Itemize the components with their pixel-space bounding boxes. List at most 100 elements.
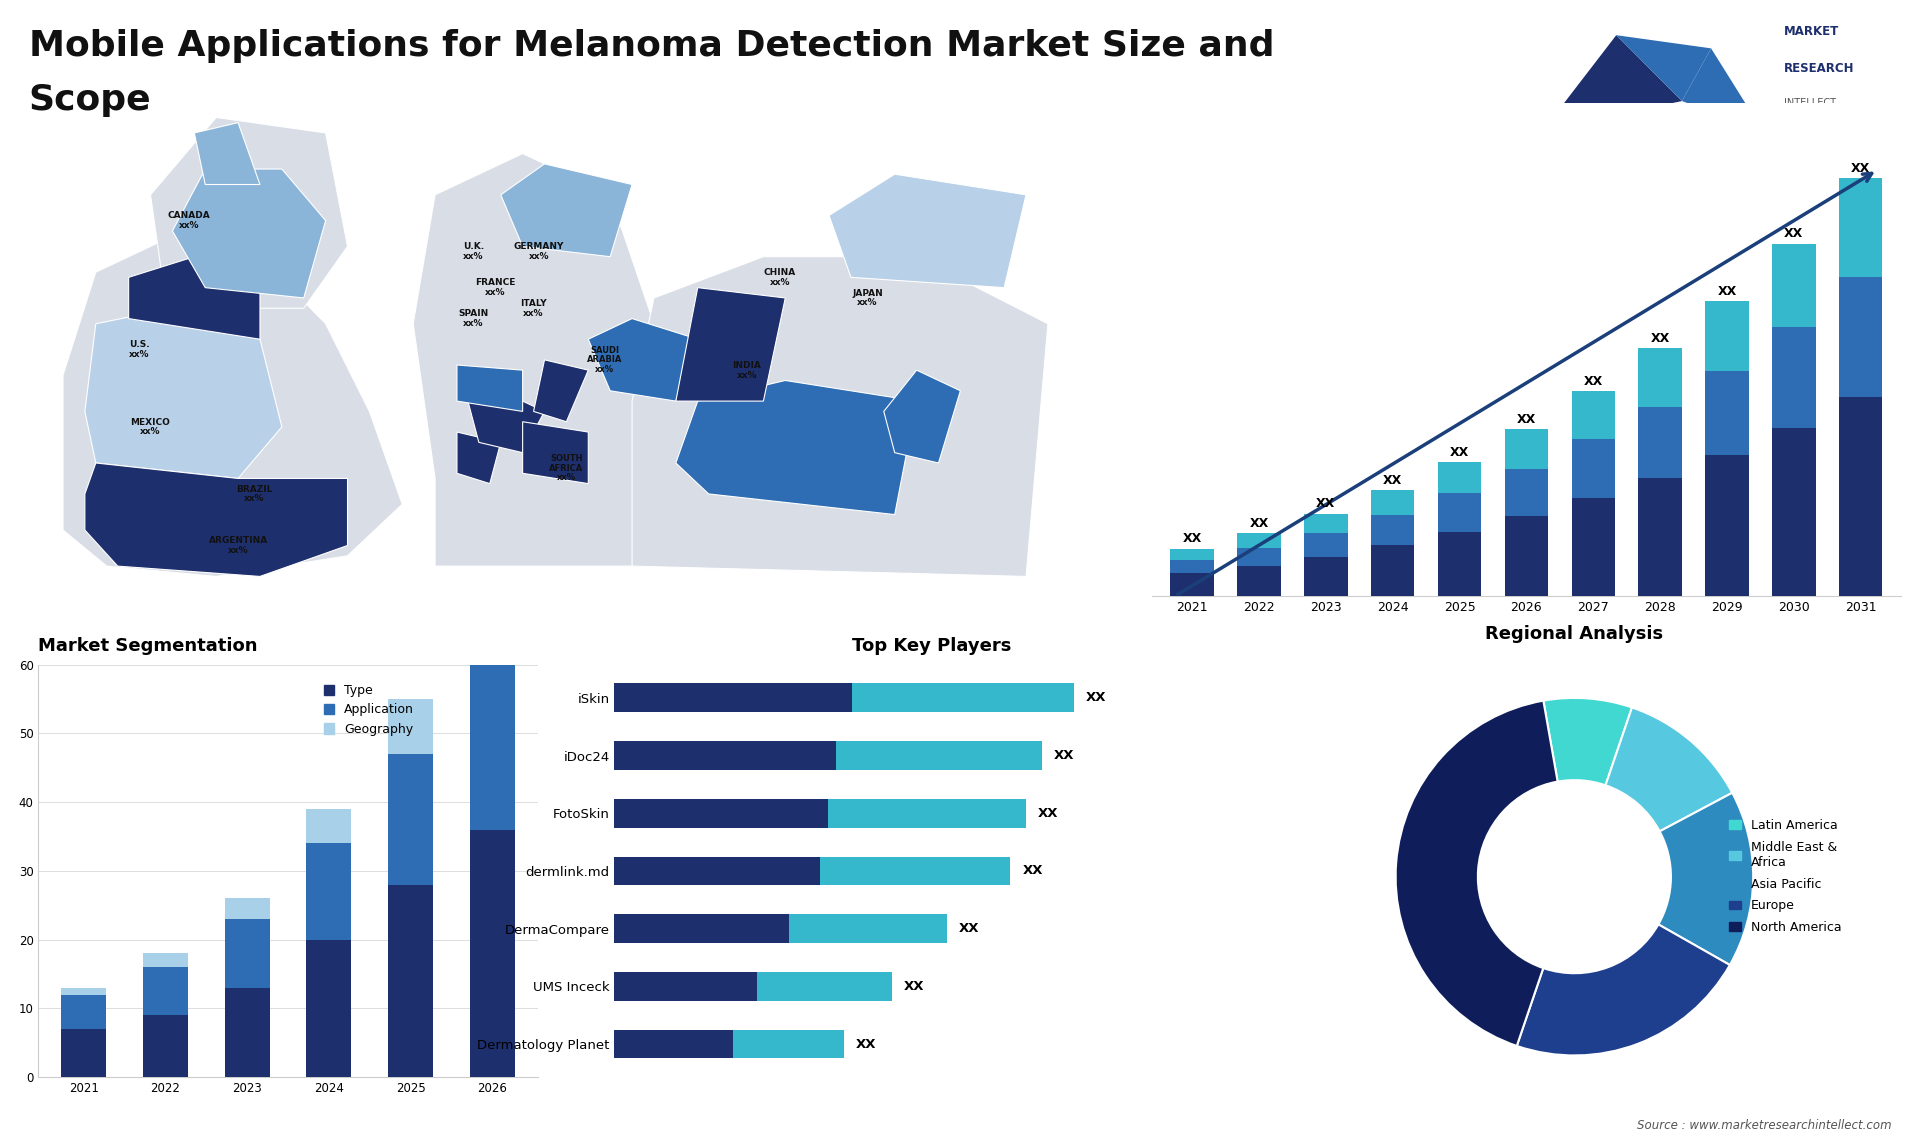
Bar	[61, 995, 106, 1029]
Bar	[142, 953, 188, 967]
Bar	[852, 683, 1073, 713]
Text: XX: XX	[1450, 446, 1469, 458]
Polygon shape	[173, 170, 326, 298]
Bar	[307, 940, 351, 1077]
Bar	[1772, 244, 1816, 327]
Bar	[733, 1029, 845, 1059]
Text: BRAZIL
xx%: BRAZIL xx%	[236, 485, 273, 503]
Text: XX: XX	[1584, 375, 1603, 387]
Wedge shape	[1396, 700, 1557, 1046]
Bar	[1638, 478, 1682, 596]
Bar	[1772, 327, 1816, 429]
Polygon shape	[676, 288, 785, 401]
Bar	[1236, 565, 1281, 596]
Bar	[1839, 397, 1882, 596]
Bar	[1236, 548, 1281, 565]
Text: JAPAN
xx%: JAPAN xx%	[852, 289, 883, 307]
Text: U.K.
xx%: U.K. xx%	[463, 242, 484, 261]
Bar	[388, 885, 434, 1077]
Polygon shape	[468, 391, 545, 453]
Bar	[470, 830, 515, 1077]
Bar	[1371, 545, 1415, 596]
Text: XX: XX	[856, 1037, 876, 1051]
Wedge shape	[1659, 793, 1753, 965]
Bar	[1638, 407, 1682, 478]
Text: CANADA
xx%: CANADA xx%	[167, 211, 209, 230]
Text: ARGENTINA
xx%: ARGENTINA xx%	[209, 536, 267, 555]
Polygon shape	[501, 164, 632, 257]
Polygon shape	[413, 154, 697, 566]
Legend: Type, Application, Geography: Type, Application, Geography	[319, 680, 419, 740]
Bar	[756, 972, 891, 1000]
Text: XX: XX	[904, 980, 924, 992]
Text: XX: XX	[1054, 749, 1075, 762]
Bar	[1572, 391, 1615, 439]
Title: Regional Analysis: Regional Analysis	[1486, 626, 1663, 643]
Text: XX: XX	[1517, 413, 1536, 426]
Bar	[1171, 549, 1213, 560]
Polygon shape	[1544, 36, 1682, 131]
Bar	[614, 915, 789, 943]
Bar	[1171, 573, 1213, 596]
Text: XX: XX	[1039, 807, 1058, 819]
Text: XX: XX	[1851, 162, 1870, 175]
Polygon shape	[676, 380, 916, 515]
Bar	[614, 856, 820, 886]
Bar	[61, 988, 106, 995]
Polygon shape	[588, 319, 697, 401]
Bar	[1304, 513, 1348, 533]
Bar	[61, 1029, 106, 1077]
Polygon shape	[457, 432, 501, 484]
Bar	[1304, 533, 1348, 557]
Polygon shape	[883, 370, 960, 463]
Bar	[1505, 430, 1548, 469]
Text: XX: XX	[1651, 332, 1670, 345]
Bar	[614, 741, 837, 770]
Text: ITALY
xx%: ITALY xx%	[520, 299, 547, 317]
Text: Scope: Scope	[29, 83, 152, 117]
Bar	[614, 683, 852, 713]
Text: MEXICO
xx%: MEXICO xx%	[131, 417, 171, 437]
Text: XX: XX	[1317, 497, 1336, 510]
Bar	[1236, 533, 1281, 548]
Bar	[1371, 490, 1415, 515]
Bar	[1572, 439, 1615, 499]
Text: XX: XX	[1382, 473, 1402, 487]
Polygon shape	[194, 123, 259, 185]
Bar	[388, 754, 434, 885]
Bar	[1839, 179, 1882, 277]
Text: XX: XX	[1784, 227, 1803, 241]
Bar	[828, 799, 1025, 827]
Bar	[307, 809, 351, 843]
Bar	[388, 699, 434, 754]
Text: U.S.
xx%: U.S. xx%	[129, 340, 150, 359]
Bar	[1505, 516, 1548, 596]
Polygon shape	[63, 236, 401, 576]
Wedge shape	[1605, 707, 1732, 831]
Bar	[1438, 462, 1480, 494]
Text: Source : www.marketresearchintellect.com: Source : www.marketresearchintellect.com	[1636, 1120, 1891, 1132]
Bar	[1705, 371, 1749, 455]
Text: INDIA
xx%: INDIA xx%	[733, 361, 762, 379]
Bar	[614, 1029, 733, 1059]
Text: SAUDI
ARABIA
xx%: SAUDI ARABIA xx%	[588, 346, 622, 374]
Text: XX: XX	[1250, 517, 1269, 529]
Text: INTELLECT: INTELLECT	[1784, 99, 1836, 109]
Polygon shape	[1682, 48, 1763, 131]
Text: XX: XX	[1021, 864, 1043, 878]
Bar	[1171, 560, 1213, 573]
Wedge shape	[1544, 698, 1632, 785]
Text: CHINA
xx%: CHINA xx%	[764, 268, 797, 286]
Bar	[1371, 515, 1415, 545]
Bar	[225, 988, 269, 1077]
Bar	[1839, 277, 1882, 397]
Bar	[225, 898, 269, 919]
Bar	[225, 919, 269, 988]
Polygon shape	[534, 360, 588, 422]
Title: Top Key Players: Top Key Players	[851, 637, 1012, 654]
Text: XX: XX	[1716, 284, 1736, 298]
Text: Mobile Applications for Melanoma Detection Market Size and: Mobile Applications for Melanoma Detecti…	[29, 29, 1275, 63]
Bar	[614, 799, 828, 827]
Bar	[1772, 429, 1816, 596]
Polygon shape	[457, 364, 522, 411]
